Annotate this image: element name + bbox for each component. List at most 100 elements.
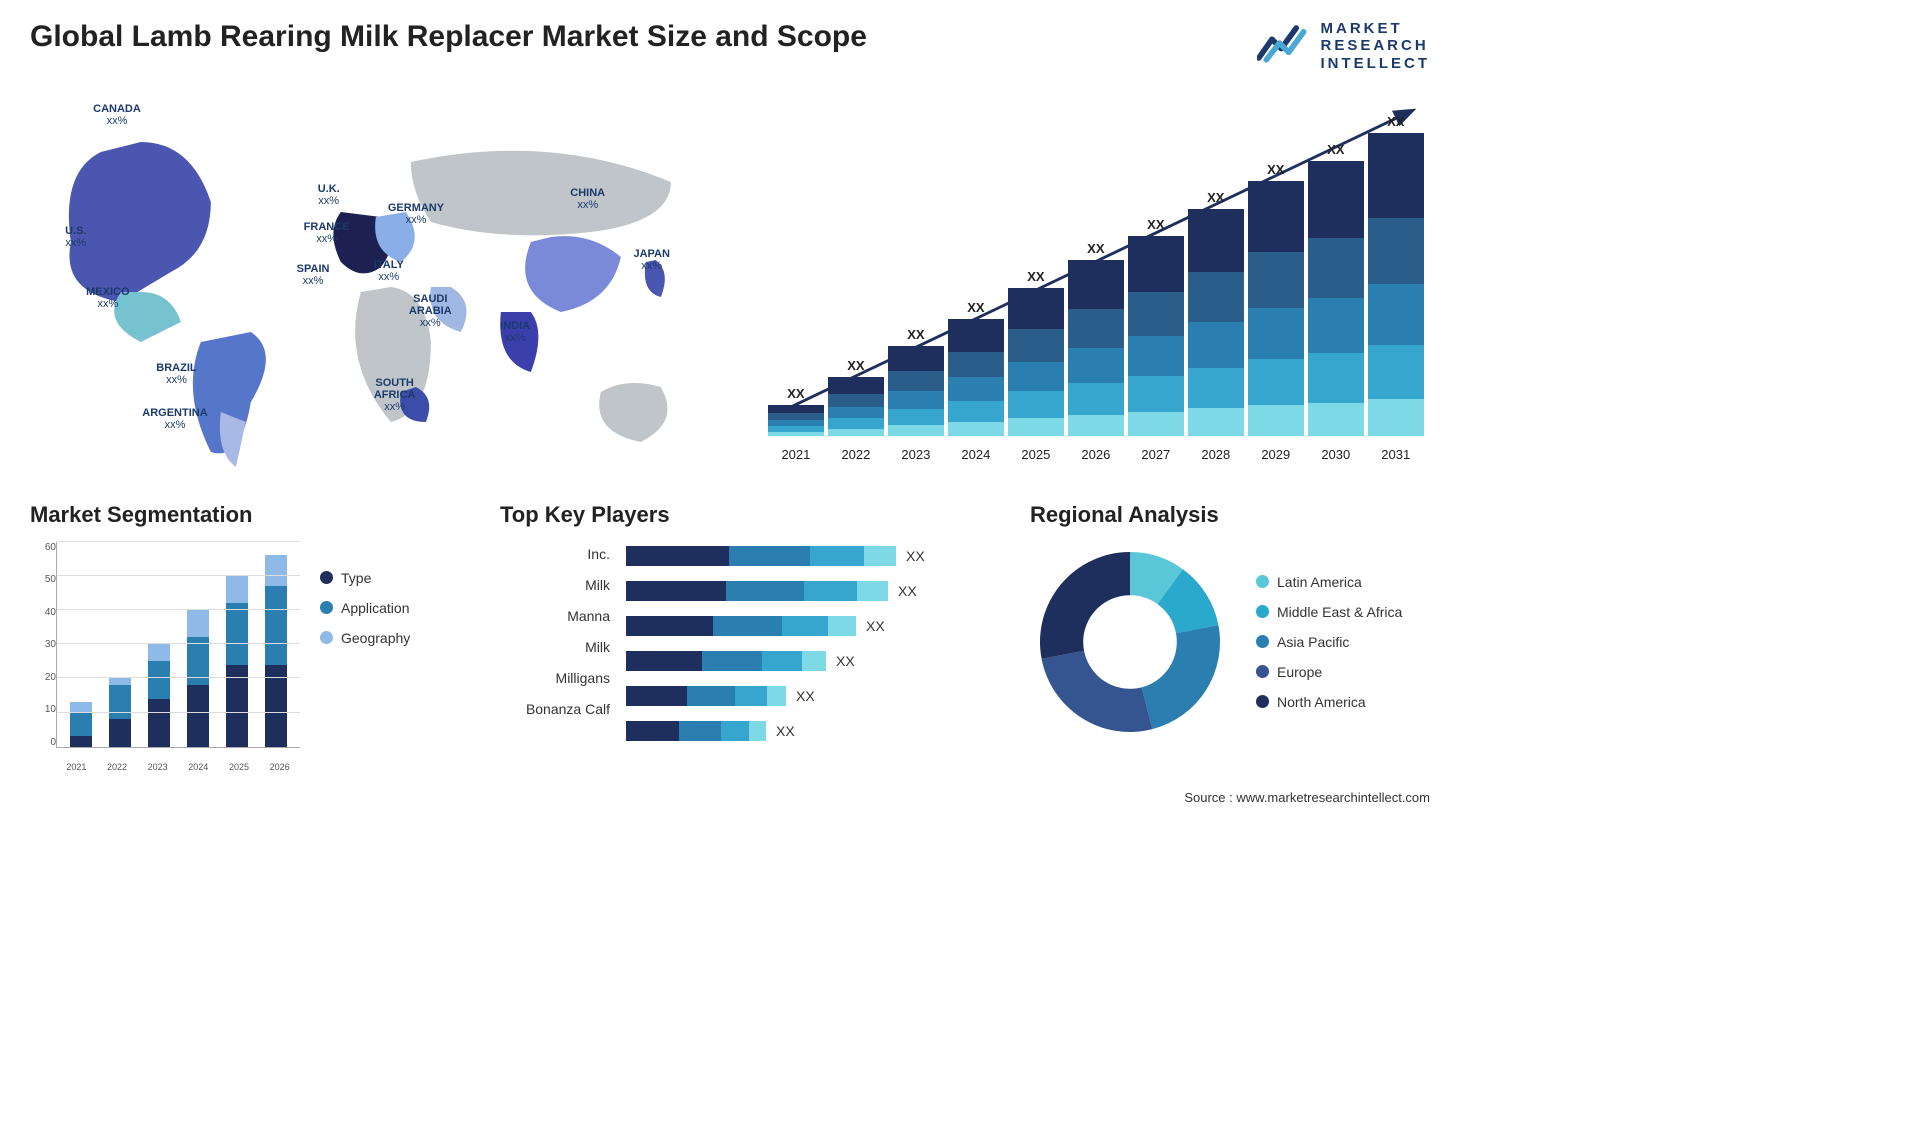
seg-legend-type: Type bbox=[320, 570, 410, 586]
growth-year-label: 2026 bbox=[1068, 447, 1124, 462]
players-title: Top Key Players bbox=[500, 502, 1000, 528]
region-legend-item: Asia Pacific bbox=[1256, 634, 1402, 650]
growth-bar-2022: XX bbox=[828, 358, 884, 435]
page-title: Global Lamb Rearing Milk Replacer Market… bbox=[30, 20, 867, 54]
growth-bar-2027: XX bbox=[1128, 217, 1184, 436]
player-value: XX bbox=[866, 618, 885, 634]
growth-bar-label: XX bbox=[1147, 217, 1164, 232]
seg-bar-2025 bbox=[226, 576, 248, 747]
regional-donut bbox=[1030, 542, 1230, 742]
growth-year-label: 2030 bbox=[1308, 447, 1364, 462]
map-label-canada: CANADAxx% bbox=[93, 103, 141, 127]
donut-slice-north-america bbox=[1040, 552, 1130, 659]
logo-text-2: RESEARCH bbox=[1321, 37, 1431, 54]
map-label-saudi-arabia: SAUDIARABIAxx% bbox=[409, 293, 452, 329]
region-legend-item: Latin America bbox=[1256, 574, 1402, 590]
growth-bar-label: XX bbox=[1027, 269, 1044, 284]
player-value: XX bbox=[836, 653, 855, 669]
segmentation-legend: Type Application Geography bbox=[320, 542, 410, 772]
growth-bar-2021: XX bbox=[768, 386, 824, 436]
map-label-france: FRANCExx% bbox=[304, 221, 350, 245]
map-label-italy: ITALYxx% bbox=[374, 259, 404, 283]
growth-bar-label: XX bbox=[847, 358, 864, 373]
regional-panel: Regional Analysis Latin America Middle Ea… bbox=[1030, 502, 1430, 742]
growth-bar-label: XX bbox=[787, 386, 804, 401]
player-label: Milk bbox=[585, 639, 610, 655]
world-map: CANADAxx% U.S.xx% MEXICOxx% BRAZILxx% ARGENT… bbox=[30, 92, 732, 472]
region-legend-item: Europe bbox=[1256, 664, 1402, 680]
map-label-japan: JAPANxx% bbox=[633, 248, 669, 272]
map-label-india: INDIAxx% bbox=[500, 320, 530, 344]
seg-bar-2024 bbox=[187, 610, 209, 747]
map-label-south-africa: SOUTHAFRICAxx% bbox=[374, 377, 416, 413]
player-label: Milligans bbox=[556, 670, 610, 686]
player-row: XX bbox=[626, 616, 1000, 636]
players-panel: Top Key Players Inc. Milk Manna Milk Milliga… bbox=[500, 502, 1000, 741]
growth-bar-2023: XX bbox=[888, 327, 944, 435]
region-legend-item: Middle East & Africa bbox=[1256, 604, 1402, 620]
growth-bar-label: XX bbox=[1267, 162, 1284, 177]
player-label: Milk bbox=[585, 577, 610, 593]
growth-bar-2025: XX bbox=[1008, 269, 1064, 436]
donut-slice-asia-pacific bbox=[1142, 625, 1220, 729]
growth-bar-label: XX bbox=[1087, 241, 1104, 256]
source-text: Source : www.marketresearchintellect.com bbox=[30, 790, 1430, 805]
player-value: XX bbox=[906, 548, 925, 564]
growth-bar-2026: XX bbox=[1068, 241, 1124, 435]
growth-year-label: 2023 bbox=[888, 447, 944, 462]
donut-slice-europe bbox=[1042, 651, 1153, 732]
logo-icon bbox=[1257, 22, 1313, 69]
seg-bar-2023 bbox=[148, 644, 170, 747]
growth-year-label: 2025 bbox=[1008, 447, 1064, 462]
map-label-u-k-: U.K.xx% bbox=[318, 183, 340, 207]
map-label-brazil: BRAZILxx% bbox=[156, 362, 196, 386]
player-row: XX bbox=[626, 581, 1000, 601]
growth-year-label: 2029 bbox=[1248, 447, 1304, 462]
player-row: XX bbox=[626, 686, 1000, 706]
map-label-argentina: ARGENTINAxx% bbox=[142, 407, 207, 431]
player-row: XX bbox=[626, 546, 1000, 566]
growth-bar-2028: XX bbox=[1188, 190, 1244, 436]
logo-text-3: INTELLECT bbox=[1321, 55, 1431, 72]
seg-legend-geography: Geography bbox=[320, 630, 410, 646]
growth-year-label: 2031 bbox=[1368, 447, 1424, 462]
regional-title: Regional Analysis bbox=[1030, 502, 1430, 528]
growth-bar-2029: XX bbox=[1248, 162, 1304, 436]
growth-bar-label: XX bbox=[1327, 142, 1344, 157]
map-label-china: CHINAxx% bbox=[570, 187, 605, 211]
region-legend-item: North America bbox=[1256, 694, 1402, 710]
growth-year-label: 2024 bbox=[948, 447, 1004, 462]
map-label-mexico: MEXICOxx% bbox=[86, 286, 129, 310]
growth-bar-2024: XX bbox=[948, 300, 1004, 436]
growth-bar-label: XX bbox=[1207, 190, 1224, 205]
player-row: XX bbox=[626, 721, 1000, 741]
growth-chart: XXXXXXXXXXXXXXXXXXXXXX 20212022202320242… bbox=[762, 92, 1430, 472]
map-label-spain: SPAINxx% bbox=[297, 263, 330, 287]
growth-bar-label: XX bbox=[907, 327, 924, 342]
seg-bar-2026 bbox=[265, 555, 287, 746]
player-value: XX bbox=[776, 723, 795, 739]
regional-legend: Latin America Middle East & Africa Asia Pa… bbox=[1256, 574, 1402, 710]
segmentation-title: Market Segmentation bbox=[30, 502, 470, 528]
map-label-u-s-: U.S.xx% bbox=[65, 225, 86, 249]
growth-bar-2030: XX bbox=[1308, 142, 1364, 436]
player-row: XX bbox=[626, 651, 1000, 671]
growth-year-label: 2021 bbox=[768, 447, 824, 462]
player-label: Bonanza Calf bbox=[526, 701, 610, 717]
growth-bar-label: XX bbox=[1387, 114, 1404, 129]
player-value: XX bbox=[796, 688, 815, 704]
brand-logo: MARKET RESEARCH INTELLECT bbox=[1257, 20, 1431, 72]
logo-text-1: MARKET bbox=[1321, 20, 1431, 37]
seg-legend-application: Application bbox=[320, 600, 410, 616]
segmentation-panel: Market Segmentation 6050403020100 202120… bbox=[30, 502, 470, 772]
segmentation-chart: 6050403020100 202120222023202420252026 bbox=[30, 542, 300, 772]
growth-year-label: 2028 bbox=[1188, 447, 1244, 462]
player-label: Manna bbox=[567, 608, 610, 624]
growth-bar-label: XX bbox=[967, 300, 984, 315]
growth-bar-2031: XX bbox=[1368, 114, 1424, 436]
seg-bar-2021 bbox=[70, 702, 92, 746]
growth-year-label: 2027 bbox=[1128, 447, 1184, 462]
player-label: Inc. bbox=[587, 546, 610, 562]
player-value: XX bbox=[898, 583, 917, 599]
map-label-germany: GERMANYxx% bbox=[388, 202, 444, 226]
